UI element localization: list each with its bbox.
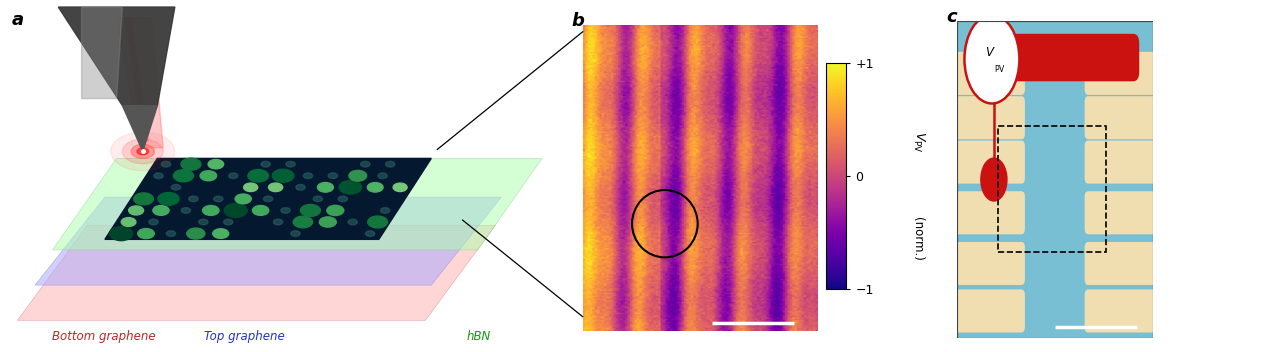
Circle shape [328, 173, 337, 178]
Circle shape [286, 161, 295, 167]
Circle shape [134, 193, 153, 205]
Polygon shape [18, 225, 495, 320]
FancyBboxPatch shape [943, 140, 1025, 184]
Circle shape [153, 173, 163, 178]
Circle shape [981, 157, 1007, 202]
Circle shape [228, 173, 238, 178]
Circle shape [181, 208, 190, 213]
Circle shape [122, 218, 136, 226]
Circle shape [161, 161, 171, 167]
FancyBboxPatch shape [943, 96, 1025, 139]
Bar [998, 126, 1106, 252]
FancyBboxPatch shape [1085, 191, 1167, 234]
Circle shape [137, 148, 148, 155]
Circle shape [181, 158, 201, 170]
Polygon shape [123, 106, 157, 151]
Circle shape [338, 196, 347, 202]
Polygon shape [52, 158, 542, 250]
Circle shape [340, 181, 361, 194]
Circle shape [313, 196, 323, 202]
Circle shape [365, 231, 375, 237]
FancyBboxPatch shape [943, 52, 1025, 95]
Text: hBN: hBN [466, 330, 490, 343]
Circle shape [213, 229, 228, 238]
Circle shape [110, 132, 175, 171]
Circle shape [132, 144, 155, 158]
Circle shape [385, 161, 395, 167]
Circle shape [300, 205, 321, 216]
Circle shape [367, 216, 388, 228]
Text: b: b [571, 12, 584, 30]
Text: c: c [946, 8, 958, 26]
Text: $V$: $V$ [984, 46, 996, 59]
Circle shape [148, 219, 158, 225]
Circle shape [295, 184, 305, 190]
Polygon shape [105, 158, 431, 239]
Polygon shape [58, 7, 175, 106]
FancyBboxPatch shape [943, 191, 1025, 234]
FancyBboxPatch shape [1085, 242, 1167, 285]
Text: Bottom graphene: Bottom graphene [52, 330, 156, 343]
Circle shape [964, 15, 1020, 103]
Circle shape [380, 208, 390, 213]
Circle shape [223, 219, 233, 225]
Circle shape [243, 183, 257, 191]
Polygon shape [35, 197, 502, 285]
Circle shape [348, 170, 366, 181]
Circle shape [264, 196, 272, 202]
Circle shape [367, 183, 383, 192]
FancyBboxPatch shape [1085, 52, 1167, 95]
Text: $V_{\mathrm{PV}}$: $V_{\mathrm{PV}}$ [911, 131, 926, 153]
Circle shape [200, 171, 217, 181]
Circle shape [269, 183, 283, 191]
Circle shape [123, 139, 163, 164]
Polygon shape [81, 7, 123, 99]
Circle shape [109, 227, 133, 241]
Circle shape [199, 219, 208, 225]
Circle shape [189, 196, 198, 202]
Circle shape [293, 216, 313, 228]
Circle shape [281, 208, 290, 213]
Circle shape [378, 173, 388, 178]
Circle shape [393, 183, 407, 191]
Circle shape [361, 161, 370, 167]
Circle shape [186, 228, 205, 239]
Polygon shape [117, 18, 163, 148]
FancyBboxPatch shape [943, 242, 1025, 285]
FancyBboxPatch shape [1085, 140, 1167, 184]
Polygon shape [125, 18, 148, 141]
FancyBboxPatch shape [943, 289, 1025, 333]
Circle shape [252, 206, 269, 215]
Circle shape [174, 170, 194, 182]
Text: (norm.): (norm.) [911, 217, 924, 261]
FancyBboxPatch shape [1006, 34, 1139, 81]
Circle shape [214, 196, 223, 202]
Circle shape [274, 219, 283, 225]
Circle shape [129, 206, 143, 215]
Circle shape [171, 184, 181, 190]
Text: $\mathrm{PV}$: $\mathrm{PV}$ [993, 63, 1006, 74]
Circle shape [303, 173, 313, 178]
Circle shape [272, 169, 294, 182]
Circle shape [261, 161, 270, 167]
Circle shape [153, 206, 169, 215]
Circle shape [236, 194, 251, 204]
Circle shape [203, 206, 219, 215]
Circle shape [319, 217, 336, 227]
FancyBboxPatch shape [1085, 289, 1167, 333]
Circle shape [290, 231, 300, 237]
Circle shape [248, 170, 269, 182]
Circle shape [348, 219, 357, 225]
Circle shape [318, 182, 333, 192]
Circle shape [327, 205, 343, 215]
Text: a: a [11, 11, 24, 29]
Circle shape [158, 193, 179, 205]
FancyBboxPatch shape [1085, 96, 1167, 139]
Circle shape [208, 159, 224, 169]
Circle shape [166, 231, 176, 237]
Circle shape [224, 203, 247, 218]
Text: Top graphene: Top graphene [204, 330, 285, 343]
Circle shape [138, 228, 155, 239]
